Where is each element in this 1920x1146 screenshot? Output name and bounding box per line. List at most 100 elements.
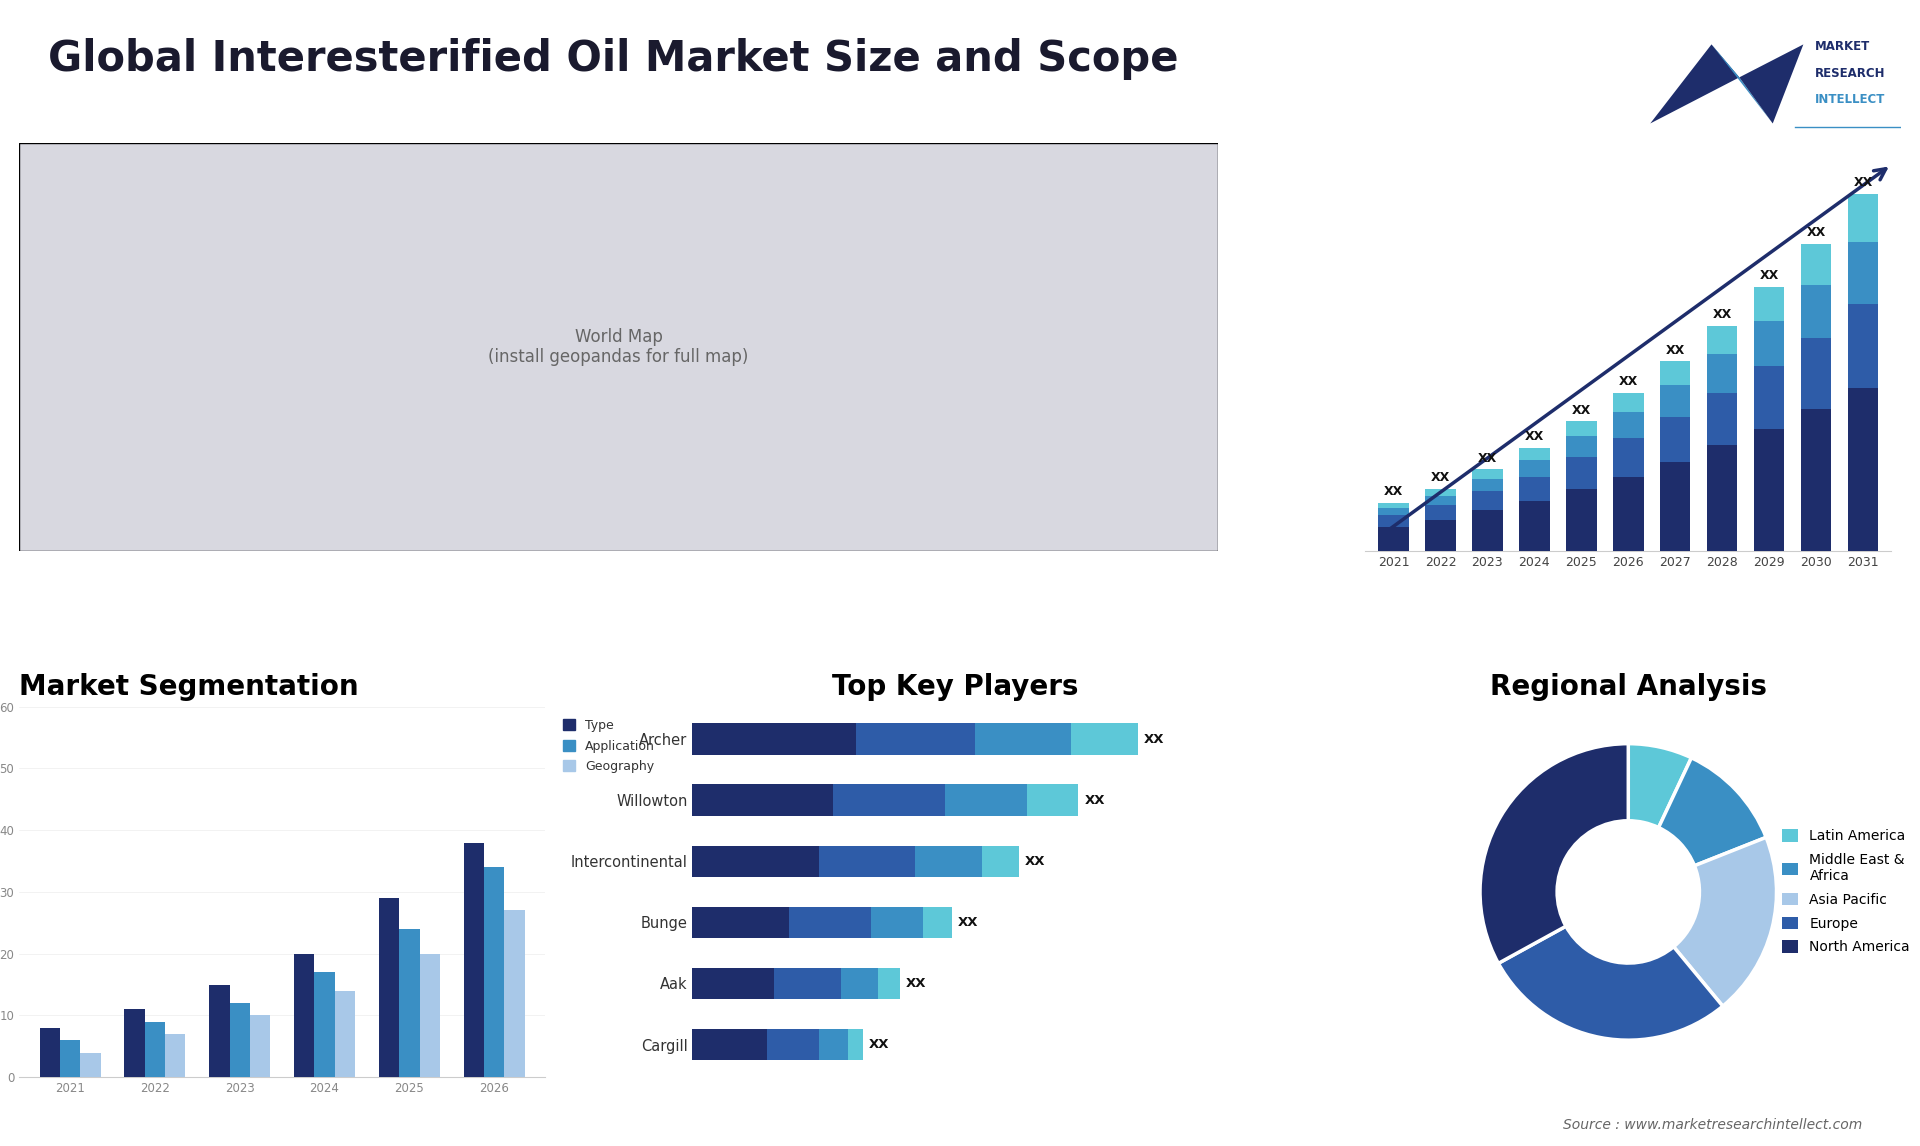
Bar: [1801, 409, 1832, 551]
Bar: [1519, 460, 1549, 477]
Bar: [1473, 470, 1503, 479]
Bar: [1801, 244, 1832, 284]
Wedge shape: [1498, 926, 1722, 1041]
Title: Regional Analysis: Regional Analysis: [1490, 674, 1766, 701]
Bar: [693, 906, 789, 939]
Bar: [1613, 438, 1644, 477]
Text: Market Segmentation: Market Segmentation: [19, 674, 359, 701]
Bar: [870, 906, 922, 939]
Text: XX: XX: [1807, 226, 1826, 240]
Bar: [1847, 242, 1878, 304]
Bar: [856, 723, 975, 755]
Bar: [1425, 488, 1455, 496]
Text: XX: XX: [1085, 794, 1104, 807]
Bar: [766, 1029, 818, 1060]
Bar: [1519, 477, 1549, 501]
Text: XX: XX: [906, 978, 927, 990]
Text: XX: XX: [1572, 403, 1592, 417]
Bar: [1519, 448, 1549, 460]
Polygon shape: [1740, 45, 1803, 124]
FancyBboxPatch shape: [19, 143, 1217, 551]
Bar: [849, 1029, 864, 1060]
Bar: [1473, 490, 1503, 510]
Bar: [230, 1003, 250, 1077]
Bar: [1707, 354, 1738, 393]
Bar: [1567, 422, 1597, 435]
Bar: [419, 953, 440, 1077]
Bar: [916, 846, 981, 878]
Circle shape: [1557, 821, 1699, 963]
Bar: [165, 1034, 186, 1077]
Bar: [1613, 393, 1644, 411]
Wedge shape: [1480, 744, 1628, 964]
Bar: [1753, 367, 1784, 429]
Bar: [841, 967, 877, 999]
Bar: [1379, 515, 1409, 527]
Bar: [1707, 393, 1738, 446]
Text: XX: XX: [1478, 452, 1498, 464]
Bar: [693, 785, 833, 816]
Wedge shape: [1628, 744, 1692, 827]
Bar: [818, 1029, 849, 1060]
Bar: [315, 972, 334, 1077]
Text: XX: XX: [1853, 175, 1872, 189]
Bar: [693, 967, 774, 999]
Text: XX: XX: [870, 1038, 889, 1051]
Bar: [981, 846, 1020, 878]
Bar: [250, 1015, 271, 1077]
Bar: [693, 723, 856, 755]
Bar: [1661, 462, 1690, 551]
Bar: [1379, 527, 1409, 551]
Bar: [60, 1041, 81, 1077]
Bar: [399, 929, 419, 1077]
Bar: [378, 898, 399, 1077]
Bar: [877, 967, 900, 999]
Bar: [1613, 477, 1644, 551]
Bar: [789, 906, 870, 939]
Legend: Type, Application, Geography: Type, Application, Geography: [557, 713, 660, 779]
Bar: [1707, 446, 1738, 551]
Text: Global Interesterified Oil Market Size and Scope: Global Interesterified Oil Market Size a…: [48, 38, 1179, 80]
Bar: [774, 967, 841, 999]
Text: XX: XX: [1524, 430, 1544, 444]
Text: XX: XX: [1713, 308, 1732, 321]
Bar: [294, 953, 315, 1077]
Bar: [334, 991, 355, 1077]
Bar: [833, 785, 945, 816]
Bar: [1425, 520, 1455, 551]
Bar: [125, 1010, 144, 1077]
Bar: [1847, 194, 1878, 242]
Bar: [1801, 338, 1832, 409]
Bar: [1613, 411, 1644, 438]
Bar: [1753, 288, 1784, 321]
Bar: [505, 910, 524, 1077]
Text: XX: XX: [1025, 855, 1046, 868]
Bar: [1473, 479, 1503, 490]
Bar: [975, 723, 1071, 755]
Text: INTELLECT: INTELLECT: [1814, 93, 1885, 107]
Polygon shape: [1649, 45, 1740, 124]
Wedge shape: [1659, 758, 1766, 865]
Bar: [1847, 387, 1878, 551]
Text: XX: XX: [1384, 485, 1404, 499]
Legend: Latin America, Middle East &
Africa, Asia Pacific, Europe, North America: Latin America, Middle East & Africa, Asi…: [1776, 824, 1916, 960]
Bar: [1071, 723, 1139, 755]
Bar: [1379, 503, 1409, 508]
Text: XX: XX: [1759, 269, 1778, 282]
Text: XX: XX: [1667, 344, 1686, 356]
Bar: [922, 906, 952, 939]
Bar: [1473, 510, 1503, 551]
Bar: [1847, 304, 1878, 387]
Text: XX: XX: [1430, 471, 1450, 484]
Bar: [945, 785, 1027, 816]
Bar: [1567, 457, 1597, 488]
Bar: [463, 842, 484, 1077]
Bar: [1661, 417, 1690, 462]
Bar: [1661, 361, 1690, 385]
Title: Top Key Players: Top Key Players: [831, 674, 1079, 701]
Bar: [1801, 284, 1832, 338]
Bar: [1379, 508, 1409, 515]
Bar: [484, 868, 505, 1077]
Text: Source : www.marketresearchintellect.com: Source : www.marketresearchintellect.com: [1563, 1118, 1862, 1132]
Text: RESEARCH: RESEARCH: [1814, 66, 1885, 80]
